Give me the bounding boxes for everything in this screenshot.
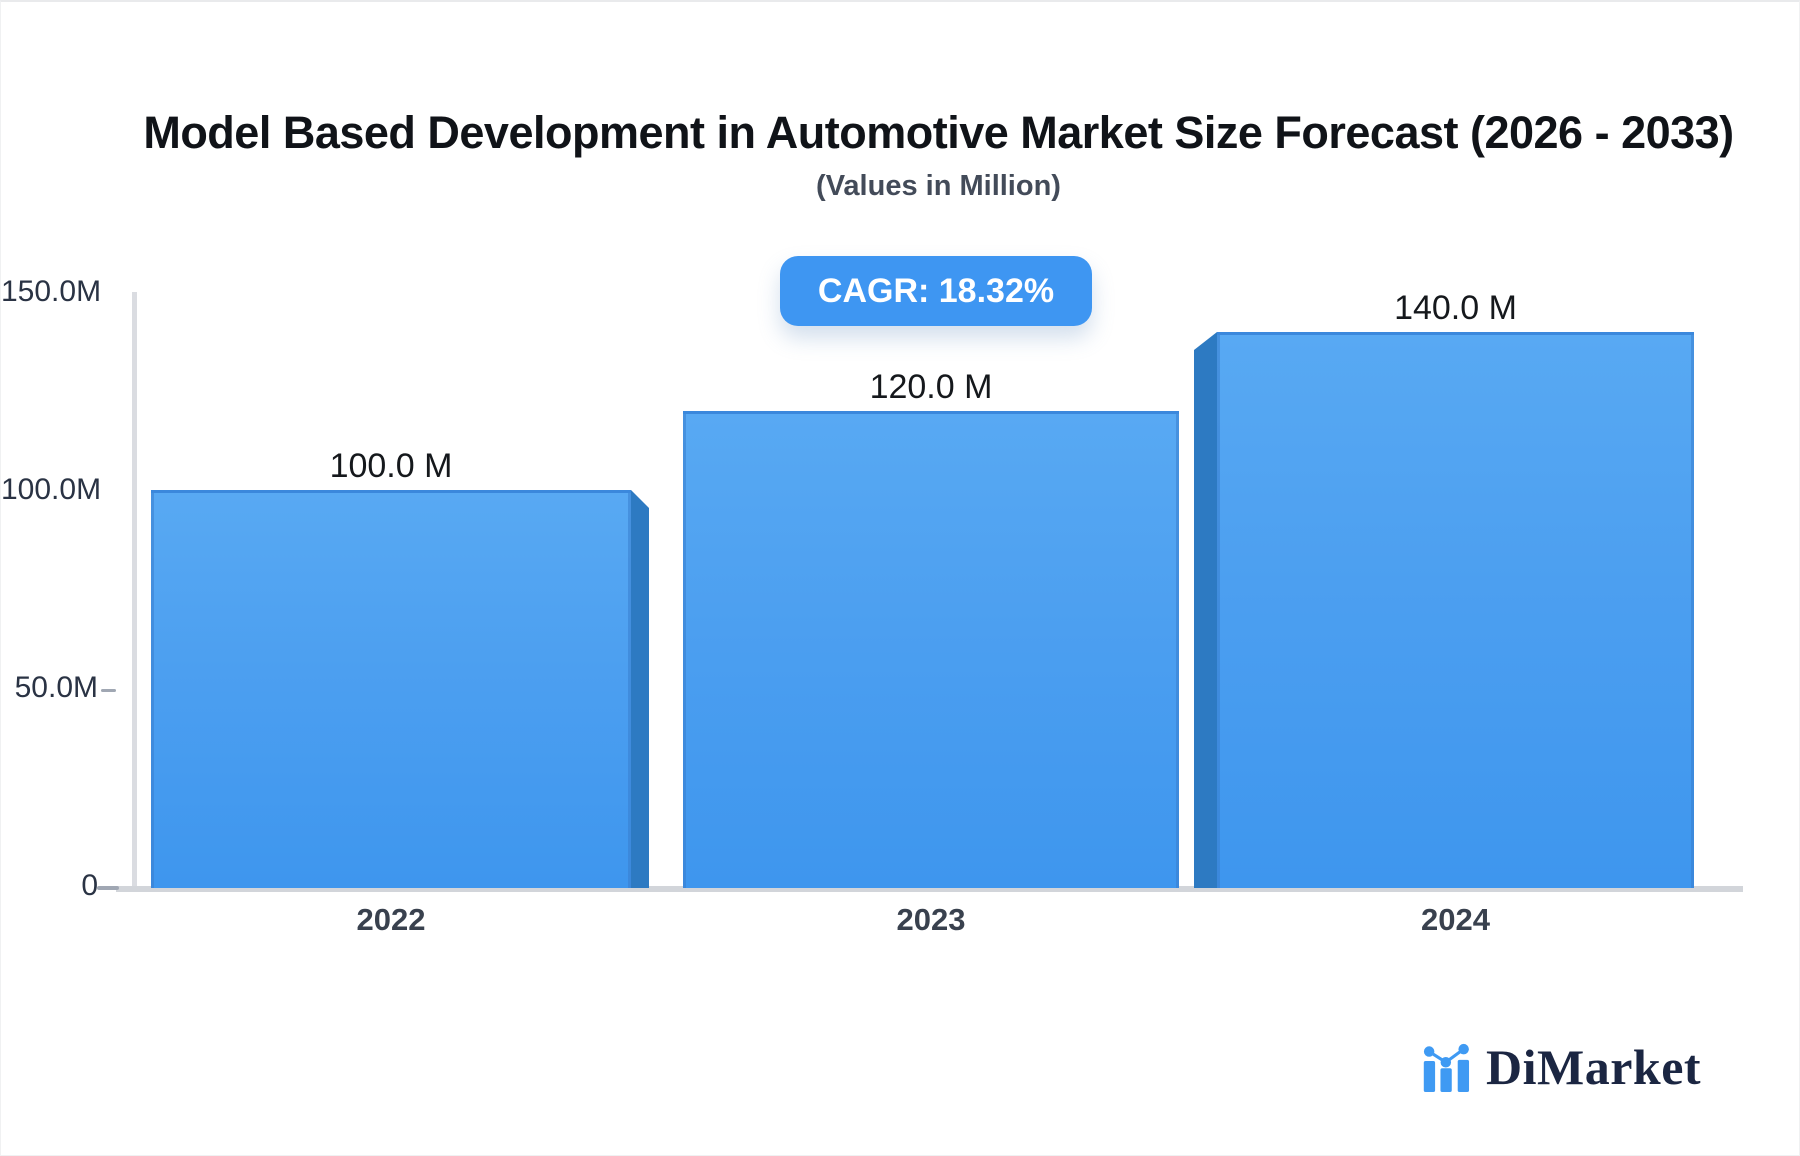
bar-value-label: 100.0 M <box>329 447 453 485</box>
y-axis-label: 50.0M <box>14 671 98 704</box>
bar-value-label: 120.0 M <box>869 368 993 406</box>
y-axis-line <box>132 292 137 888</box>
x-axis-line <box>116 886 1743 892</box>
y-axis-label: 100.0M <box>1 473 102 506</box>
x-axis-label: 2022 <box>356 902 426 937</box>
brand-logo: DiMarket <box>1421 1038 1701 1096</box>
chart-title: Model Based Development in Automotive Ma… <box>143 107 1734 158</box>
y-axis-label: 150.0M <box>1 275 102 308</box>
bar-chart-logo-icon <box>1421 1042 1473 1092</box>
chart-subtitle: (Values in Million) <box>816 170 1061 202</box>
y-axis-label: 0 <box>81 869 98 902</box>
x-axis-label: 2023 <box>896 902 966 937</box>
bar-2022 <box>151 490 631 888</box>
y-axis-tick <box>97 886 119 890</box>
bar-2024 <box>1217 332 1694 888</box>
bar-3d-side <box>631 490 649 888</box>
bar-2023 <box>683 411 1179 888</box>
y-axis-tick <box>101 689 116 692</box>
x-axis-label: 2024 <box>1421 902 1490 937</box>
cagr-badge-label: CAGR: 18.32% <box>817 271 1055 310</box>
bar-3d-side <box>1194 332 1217 888</box>
brand-logo-text: DiMarket <box>1486 1039 1702 1095</box>
cagr-badge: CAGR: 18.32% <box>780 256 1092 326</box>
bar-value-label: 140.0 M <box>1394 289 1517 327</box>
